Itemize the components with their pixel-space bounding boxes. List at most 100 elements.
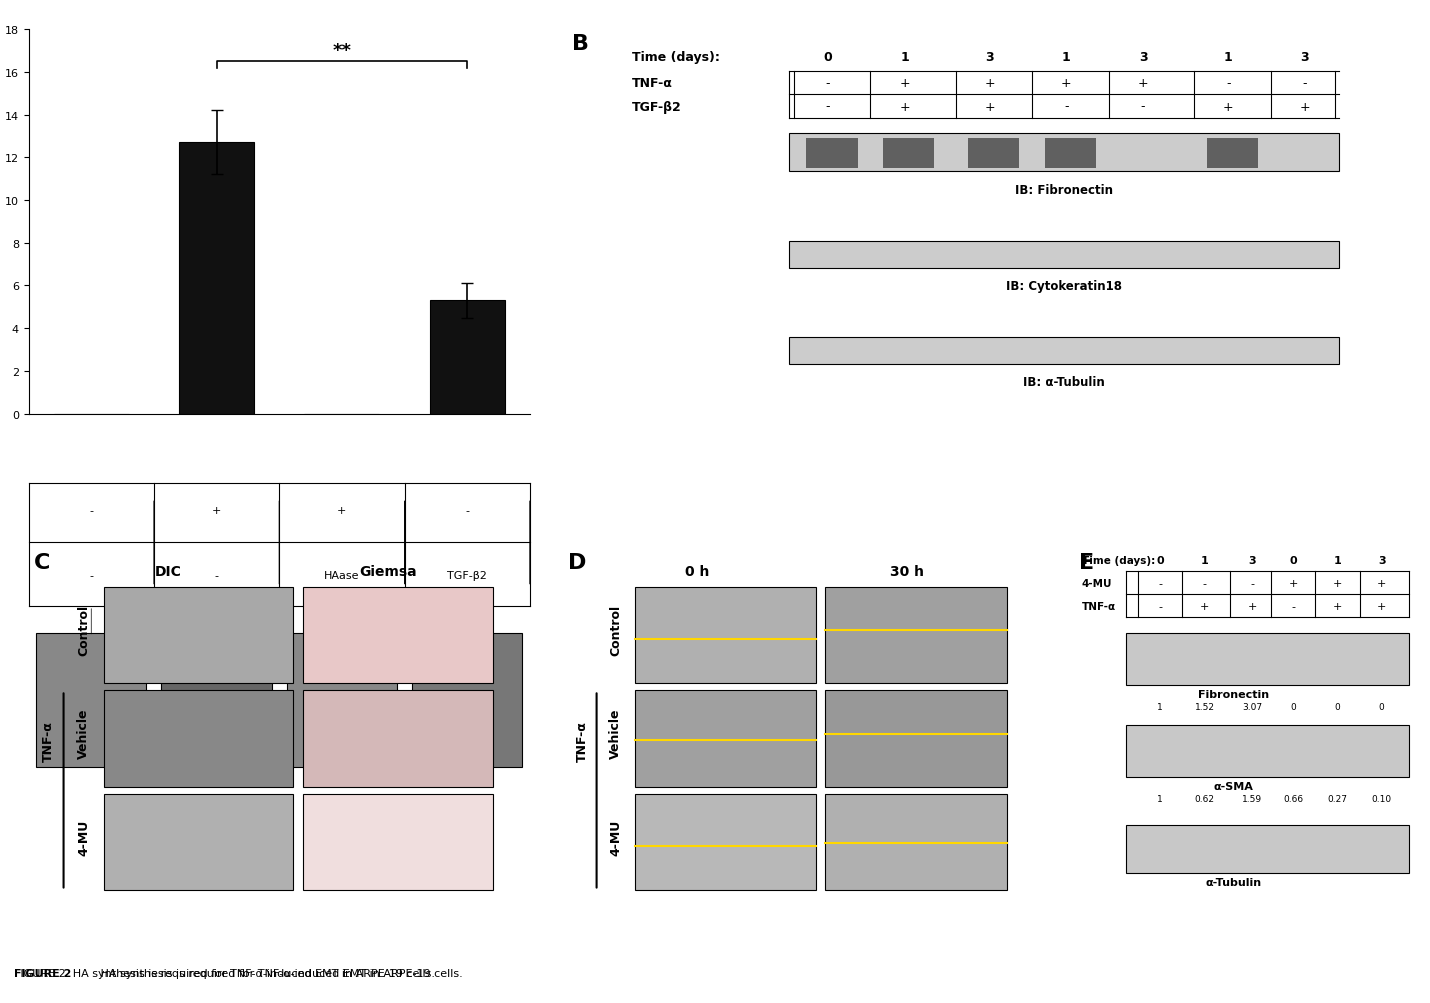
- Text: -: -: [89, 506, 93, 516]
- Bar: [179, 143, 255, 414]
- Text: B: B: [572, 34, 589, 54]
- Text: +: +: [1333, 579, 1343, 588]
- Text: -: -: [1250, 579, 1254, 588]
- Text: -: -: [825, 100, 829, 113]
- Text: TNF-α: TNF-α: [632, 77, 672, 90]
- Text: Vehicle: Vehicle: [609, 708, 622, 758]
- Text: +: +: [1333, 601, 1343, 611]
- Text: 0: 0: [1157, 556, 1164, 565]
- FancyBboxPatch shape: [103, 691, 293, 786]
- FancyBboxPatch shape: [303, 587, 493, 683]
- FancyBboxPatch shape: [807, 138, 858, 169]
- Text: 0.66: 0.66: [1283, 794, 1303, 803]
- Text: -: -: [1303, 77, 1307, 90]
- Text: 3: 3: [1248, 556, 1256, 565]
- Text: C: C: [33, 553, 50, 573]
- Text: Time (days):: Time (days):: [1083, 556, 1155, 565]
- FancyBboxPatch shape: [825, 794, 1007, 891]
- FancyBboxPatch shape: [412, 633, 522, 767]
- Text: IB: Fibronectin: IB: Fibronectin: [1015, 184, 1113, 197]
- Text: 1.52: 1.52: [1194, 702, 1214, 711]
- Text: 4-MU: 4-MU: [77, 818, 90, 855]
- FancyBboxPatch shape: [1127, 825, 1409, 874]
- Text: -: -: [825, 77, 829, 90]
- Text: 1: 1: [1201, 556, 1208, 565]
- FancyBboxPatch shape: [789, 242, 1338, 268]
- Text: 3: 3: [1301, 50, 1310, 63]
- Text: +: +: [984, 100, 995, 113]
- Text: α-SMA: α-SMA: [1214, 781, 1254, 791]
- Text: **: **: [332, 42, 352, 60]
- Text: +: +: [899, 100, 909, 113]
- FancyBboxPatch shape: [789, 337, 1338, 364]
- FancyBboxPatch shape: [103, 794, 293, 891]
- Text: -: -: [1158, 579, 1163, 588]
- FancyBboxPatch shape: [635, 691, 817, 786]
- FancyBboxPatch shape: [162, 633, 272, 767]
- Text: -: -: [465, 506, 469, 516]
- Text: 3: 3: [1138, 50, 1147, 63]
- Text: -: -: [1203, 579, 1207, 588]
- Text: 0.62: 0.62: [1194, 794, 1214, 803]
- Text: 0 h: 0 h: [685, 565, 709, 579]
- Text: 1.59: 1.59: [1243, 794, 1263, 803]
- Text: Vehicle: Vehicle: [77, 708, 90, 758]
- Text: -: -: [1141, 100, 1145, 113]
- Text: 0.10: 0.10: [1371, 794, 1391, 803]
- Text: 30 h: 30 h: [889, 565, 924, 579]
- FancyBboxPatch shape: [884, 138, 934, 169]
- Text: 1: 1: [1157, 794, 1163, 803]
- Text: 1: 1: [1334, 556, 1341, 565]
- Text: +: +: [1223, 100, 1234, 113]
- Text: Control: Control: [77, 604, 90, 655]
- FancyBboxPatch shape: [1127, 633, 1409, 685]
- Text: 0: 0: [1334, 702, 1340, 711]
- FancyBboxPatch shape: [1207, 138, 1258, 169]
- Text: FIGURE 2  HA synthesis is required for TNF-α-induced EMT in ARPE-19 cells.: FIGURE 2 HA synthesis is required for TN…: [14, 968, 435, 978]
- Text: -: -: [214, 571, 219, 581]
- Text: 4-MU: 4-MU: [1083, 579, 1113, 588]
- Text: -: -: [1291, 601, 1296, 611]
- Text: DIC: DIC: [154, 565, 182, 579]
- Text: 1: 1: [1062, 50, 1071, 63]
- Text: +: +: [1288, 579, 1298, 588]
- FancyBboxPatch shape: [36, 633, 146, 767]
- Text: +: +: [212, 506, 222, 516]
- Text: 0: 0: [824, 50, 832, 63]
- Text: +: +: [1061, 77, 1071, 90]
- Text: 3: 3: [1379, 556, 1386, 565]
- Text: FIGURE 2: FIGURE 2: [14, 968, 76, 978]
- Text: TGF-β2: TGF-β2: [448, 571, 488, 581]
- Text: 0.27: 0.27: [1327, 794, 1347, 803]
- FancyBboxPatch shape: [635, 794, 817, 891]
- Text: α-Tubulin: α-Tubulin: [1205, 877, 1261, 887]
- Bar: [429, 301, 505, 414]
- FancyBboxPatch shape: [789, 133, 1338, 173]
- FancyBboxPatch shape: [825, 691, 1007, 786]
- Text: +: +: [1377, 579, 1386, 588]
- FancyBboxPatch shape: [287, 633, 398, 767]
- Text: HAase: HAase: [325, 571, 359, 581]
- Text: 1: 1: [899, 50, 909, 63]
- Text: -: -: [1226, 77, 1230, 90]
- Text: +: +: [1200, 601, 1210, 611]
- Text: TNF-α: TNF-α: [41, 720, 56, 761]
- Text: +: +: [899, 77, 909, 90]
- Text: -: -: [1064, 100, 1068, 113]
- Text: E: E: [1078, 553, 1094, 573]
- FancyBboxPatch shape: [303, 691, 493, 786]
- Text: IB: α-Tubulin: IB: α-Tubulin: [1024, 376, 1105, 389]
- Text: -: -: [89, 571, 93, 581]
- Text: 0: 0: [1379, 702, 1384, 711]
- Text: 0: 0: [1290, 556, 1297, 565]
- Text: 1: 1: [1224, 50, 1233, 63]
- Text: HA synthesis is required for TNF-α-induced EMT in ARPE-19 cells.: HA synthesis is required for TNF-α-induc…: [97, 968, 463, 978]
- FancyBboxPatch shape: [303, 794, 493, 891]
- Text: IB: Cytokeratin18: IB: Cytokeratin18: [1007, 280, 1123, 293]
- Text: +: +: [337, 506, 346, 516]
- Text: Giemsa: Giemsa: [359, 565, 418, 579]
- FancyBboxPatch shape: [968, 138, 1020, 169]
- Text: TGF-β2: TGF-β2: [632, 100, 682, 113]
- Text: 3: 3: [985, 50, 994, 63]
- Text: 3.07: 3.07: [1243, 702, 1263, 711]
